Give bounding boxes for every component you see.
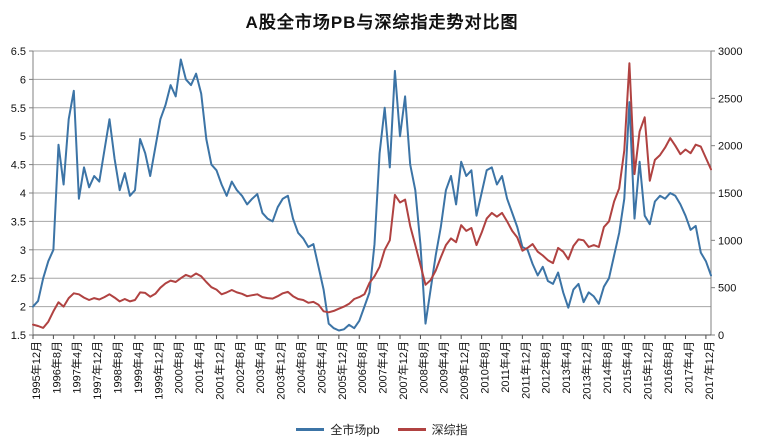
index-line-swatch — [397, 428, 426, 431]
chart-title: A股全市场PB与深综指走势对比图 — [245, 13, 519, 32]
legend-label-index: 深综指 — [431, 423, 468, 437]
x-axis-label: 2010年8月 — [478, 341, 492, 394]
x-axis-label: 2017年4月 — [681, 341, 695, 394]
x-axis-label: 2016年8月 — [661, 341, 675, 394]
legend-item-pb: 全市场pb — [296, 421, 380, 438]
right-axis-label: 0 — [718, 330, 724, 342]
x-axis-label: 1997年4月 — [70, 341, 84, 394]
x-axis-label: 2011年4月 — [498, 341, 512, 393]
x-axis-label: 2005年4月 — [314, 341, 328, 394]
pb-line-swatch — [296, 428, 325, 431]
x-axis-label: 2012年8月 — [539, 341, 553, 394]
x-axis-label: 2009年12月 — [457, 341, 471, 400]
left-axis-label: 3.5 — [11, 216, 26, 228]
x-axis-label: 2002年8月 — [233, 341, 247, 394]
left-axis-label: 1.5 — [11, 330, 26, 342]
pb-line — [32, 58, 712, 332]
left-axis-label: 5.5 — [11, 103, 26, 115]
x-axis-label: 2001年4月 — [192, 341, 206, 394]
right-axis-label: 3000 — [718, 46, 742, 58]
left-axis-label: 6 — [20, 74, 26, 86]
right-axis-label: 2000 — [718, 141, 742, 153]
left-axis-label: 5 — [20, 131, 26, 143]
x-axis-label: 1995年12月 — [29, 341, 43, 400]
x-axis-label: 2014年8月 — [600, 341, 614, 394]
right-axis-label: 2500 — [718, 93, 742, 105]
left-axis-label: 2 — [20, 302, 26, 314]
x-axis-label: 2008年8月 — [416, 341, 430, 394]
x-axis-label: 2013年4月 — [559, 341, 573, 394]
x-axis-label: 2007年4月 — [376, 341, 390, 394]
x-axis-label: 2003年12月 — [274, 341, 288, 400]
right-axis-label: 1000 — [718, 235, 742, 247]
x-axis-label: 2005年12月 — [335, 341, 349, 400]
x-axis-label: 2007年12月 — [396, 341, 410, 400]
left-axis-label: 2.5 — [11, 273, 26, 285]
x-axis-label: 2017年12月 — [702, 341, 716, 400]
left-axis-label: 6.5 — [11, 46, 26, 58]
left-axis-label: 4.5 — [11, 160, 26, 172]
index-line — [32, 62, 712, 329]
right-axis-label: 1500 — [718, 188, 742, 200]
chart-legend: 全市场pb 深综指 — [0, 421, 764, 438]
x-axis-label: 2015年12月 — [641, 341, 655, 400]
left-axis-label: 3 — [20, 245, 26, 257]
x-axis-label: 2009年4月 — [437, 341, 451, 394]
x-axis-label: 2011年12月 — [518, 341, 532, 399]
right-axis-label: 500 — [718, 283, 736, 295]
x-axis-label: 1999年12月 — [151, 341, 165, 400]
legend-item-index: 深综指 — [397, 421, 468, 438]
x-axis-label: 1997年12月 — [90, 341, 104, 400]
x-axis-label: 1999年4月 — [131, 341, 145, 394]
x-axis-label: 2003年4月 — [253, 341, 267, 394]
x-axis-label: 2004年8月 — [294, 341, 308, 394]
x-axis-label: 2013年12月 — [579, 341, 593, 400]
legend-label-pb: 全市场pb — [330, 423, 380, 437]
x-axis-label: 2001年12月 — [212, 341, 226, 400]
left-axis-label: 4 — [20, 188, 26, 200]
x-axis-label: 2006年8月 — [355, 341, 369, 394]
x-axis-label: 2015年4月 — [620, 341, 634, 394]
x-axis-label: 1998年8月 — [110, 341, 124, 394]
x-axis-label: 1996年8月 — [49, 341, 63, 394]
x-axis-label: 2000年8月 — [172, 341, 186, 394]
